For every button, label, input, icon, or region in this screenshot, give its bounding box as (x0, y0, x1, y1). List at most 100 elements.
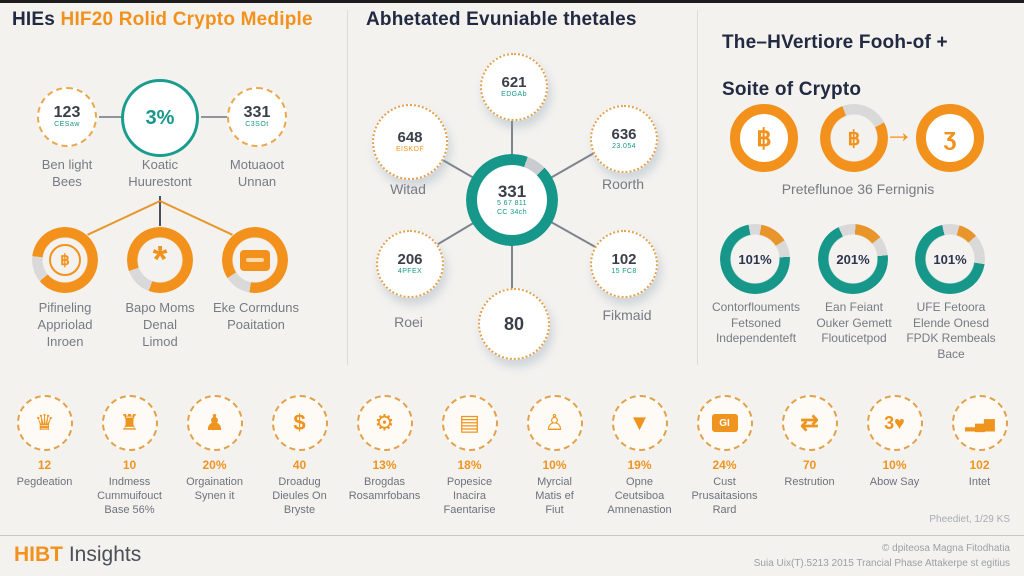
pct-label: UFE Fetoora Elende Onesd FPDK Rembeals B… (906, 300, 996, 361)
brand-orange: HIBT (14, 543, 63, 566)
bottom-item: ♙ 10% Myrcial Matis ef Fiut (512, 395, 597, 517)
pct-value: 201% (836, 251, 870, 267)
panel-right-title-line2: Soite of Crypto (722, 78, 862, 100)
coin-badge-3: ʒ (916, 104, 984, 172)
donut-label: Eke Cormduns Poaitation (213, 300, 299, 332)
panel-left-title-main: HIF20 Rolid Crypto Mediple (60, 9, 313, 30)
network-node-lower-right: 102 15 FC8 (590, 230, 658, 298)
footer-note: Pheediet, 1/29 KS (929, 514, 1010, 525)
node-value: 648 (397, 128, 423, 146)
coin-badge-2: ฿ (820, 104, 888, 172)
stat-subtext: C3SOt (245, 120, 269, 128)
panel-left-title: HIEs HIF20 Rolid Crypto Mediple (12, 9, 313, 31)
item-value: 102 (969, 458, 990, 472)
icon-glyph: 3♥ (884, 413, 905, 433)
item-value: 10% (882, 458, 907, 472)
node-subtext: 23.054 (612, 142, 636, 150)
stat-badge-123: 123 CESaw (37, 87, 97, 147)
node-subtext: 4PFEX (397, 267, 423, 275)
item-label: Restrution (784, 476, 835, 488)
bar-chart-icon: ▂▄▆ (951, 395, 1008, 451)
swap-arrows-icon: ⇄ (781, 395, 838, 451)
node-subtext: EISKOF (395, 145, 425, 153)
node-label: Roei (394, 314, 423, 330)
stat-label: Koatic Huurestont (128, 157, 192, 189)
bottom-item: ⚙ 13% Brogdas Rosamrfobans (342, 395, 427, 504)
item-label: Indmess Cummuifouct Base 56% (97, 476, 162, 516)
bottom-item: $ 40 Droadug Dieules On Bryste (257, 395, 342, 517)
node-value: 621 (501, 73, 527, 91)
footer-divider (0, 535, 1024, 536)
shield-arrow-icon: ▼ (611, 395, 668, 451)
top-edge-bar (0, 0, 1024, 3)
bottom-item: ▼ 19% Opne Ceutsiboa Amnenastion (597, 395, 682, 517)
pct-donut-2: 201% (818, 224, 888, 294)
network-node-upper-left: 648 EISKOF (372, 104, 448, 180)
panel-right-title: The–HVertiore Fooh-of + Soite of Crypto (722, 8, 1014, 101)
network-node-top: 621 EDGAb (480, 53, 548, 121)
icon-glyph: GI (711, 414, 738, 432)
pct-value: 101% (933, 251, 967, 267)
item-label: Orgaination Synen it (186, 476, 243, 502)
panel-left-title-prefix: HIEs (12, 9, 56, 30)
donut-label: Bapo Moms Denal Limod (125, 300, 195, 349)
item-value: 18% (457, 458, 482, 472)
bottom-item: ▤ 18% Popesice Inacira Faentarise (427, 395, 512, 517)
item-value: 10 (122, 458, 137, 472)
pct-label: Ean Feiant Ouker Gemett Flouticetpod (816, 300, 892, 346)
coin-ring (820, 104, 888, 172)
arrow-right-icon: → (884, 116, 914, 149)
item-value: 12 (37, 458, 52, 472)
bitcoin-icon: ฿ (756, 124, 772, 152)
pct-donut-1: 101% (720, 224, 790, 294)
network-node-bottom: 80 (478, 288, 550, 360)
crown-icon: ♛ (16, 395, 73, 451)
donut-ring (818, 224, 888, 294)
item-value: 24% (712, 458, 737, 472)
item-label: Droadug Dieules On Bryste (272, 476, 327, 516)
bottom-item: ♜ 10 Indmess Cummuifouct Base 56% (87, 395, 172, 517)
stat-value: 331 (243, 103, 271, 121)
node-label: Witad (390, 181, 426, 197)
connector-line (99, 116, 121, 118)
item-value: 40 (292, 458, 307, 472)
brand-logo: HIBT Insights (14, 543, 141, 567)
item-label: Intet (968, 476, 991, 488)
item-label: Cust Prusaitasions Rard (691, 476, 758, 516)
gear-icon: ⚙ (356, 395, 413, 451)
pct-donut-3: 101% (915, 224, 985, 294)
icon-glyph: ⇄ (800, 410, 819, 435)
icon-glyph: ♜ (119, 410, 140, 435)
panel-divider-left (347, 10, 348, 365)
item-value: 20% (202, 458, 227, 472)
card-icon: GI (696, 395, 753, 451)
coin-badge-1: ฿ (730, 104, 798, 172)
network-node-upper-right: 636 23.054 (590, 105, 658, 173)
item-value: 10% (542, 458, 567, 472)
node-label: Fikmaid (602, 307, 652, 323)
node-value: 102 (611, 250, 637, 268)
pct-value: 101% (738, 251, 772, 267)
hub-subtext-1: 5 67 811 (497, 200, 527, 208)
burst-icon: * (152, 238, 168, 281)
panel-center-title: Abhetated Evuniable thetales (366, 9, 637, 30)
monument-icon: ♜ (101, 395, 158, 451)
bottom-item: ♟ 20% Orgaination Synen it (172, 395, 257, 504)
item-label: Brogdas Rosamrfobans (348, 476, 421, 502)
item-label: Popesice Inacira Faentarise (443, 476, 496, 516)
panel-right-title-line1: The–HVertiore Fooh-of + (722, 32, 948, 54)
altcoin-icon: ʒ (943, 124, 957, 151)
node-value: 80 (503, 313, 525, 334)
donut-ring (915, 224, 985, 294)
brand-dark: Insights (68, 543, 142, 566)
item-value: 70 (802, 458, 817, 472)
bottom-item: ⇄ 70 Restrution (767, 395, 852, 490)
node-subtext: EDGAb (501, 90, 527, 98)
icon-glyph: ♙ (544, 410, 565, 435)
donut-label: Pifineling Appriolad Inroen (37, 300, 93, 349)
bottom-item: GI 24% Cust Prusaitasions Rard (682, 395, 767, 517)
connector-line (159, 196, 161, 226)
footer-credits: © dpiteosa Magna Fitodhatia Suia Uix(T).… (600, 541, 1010, 571)
icon-glyph: ▂▄▆ (965, 415, 994, 431)
